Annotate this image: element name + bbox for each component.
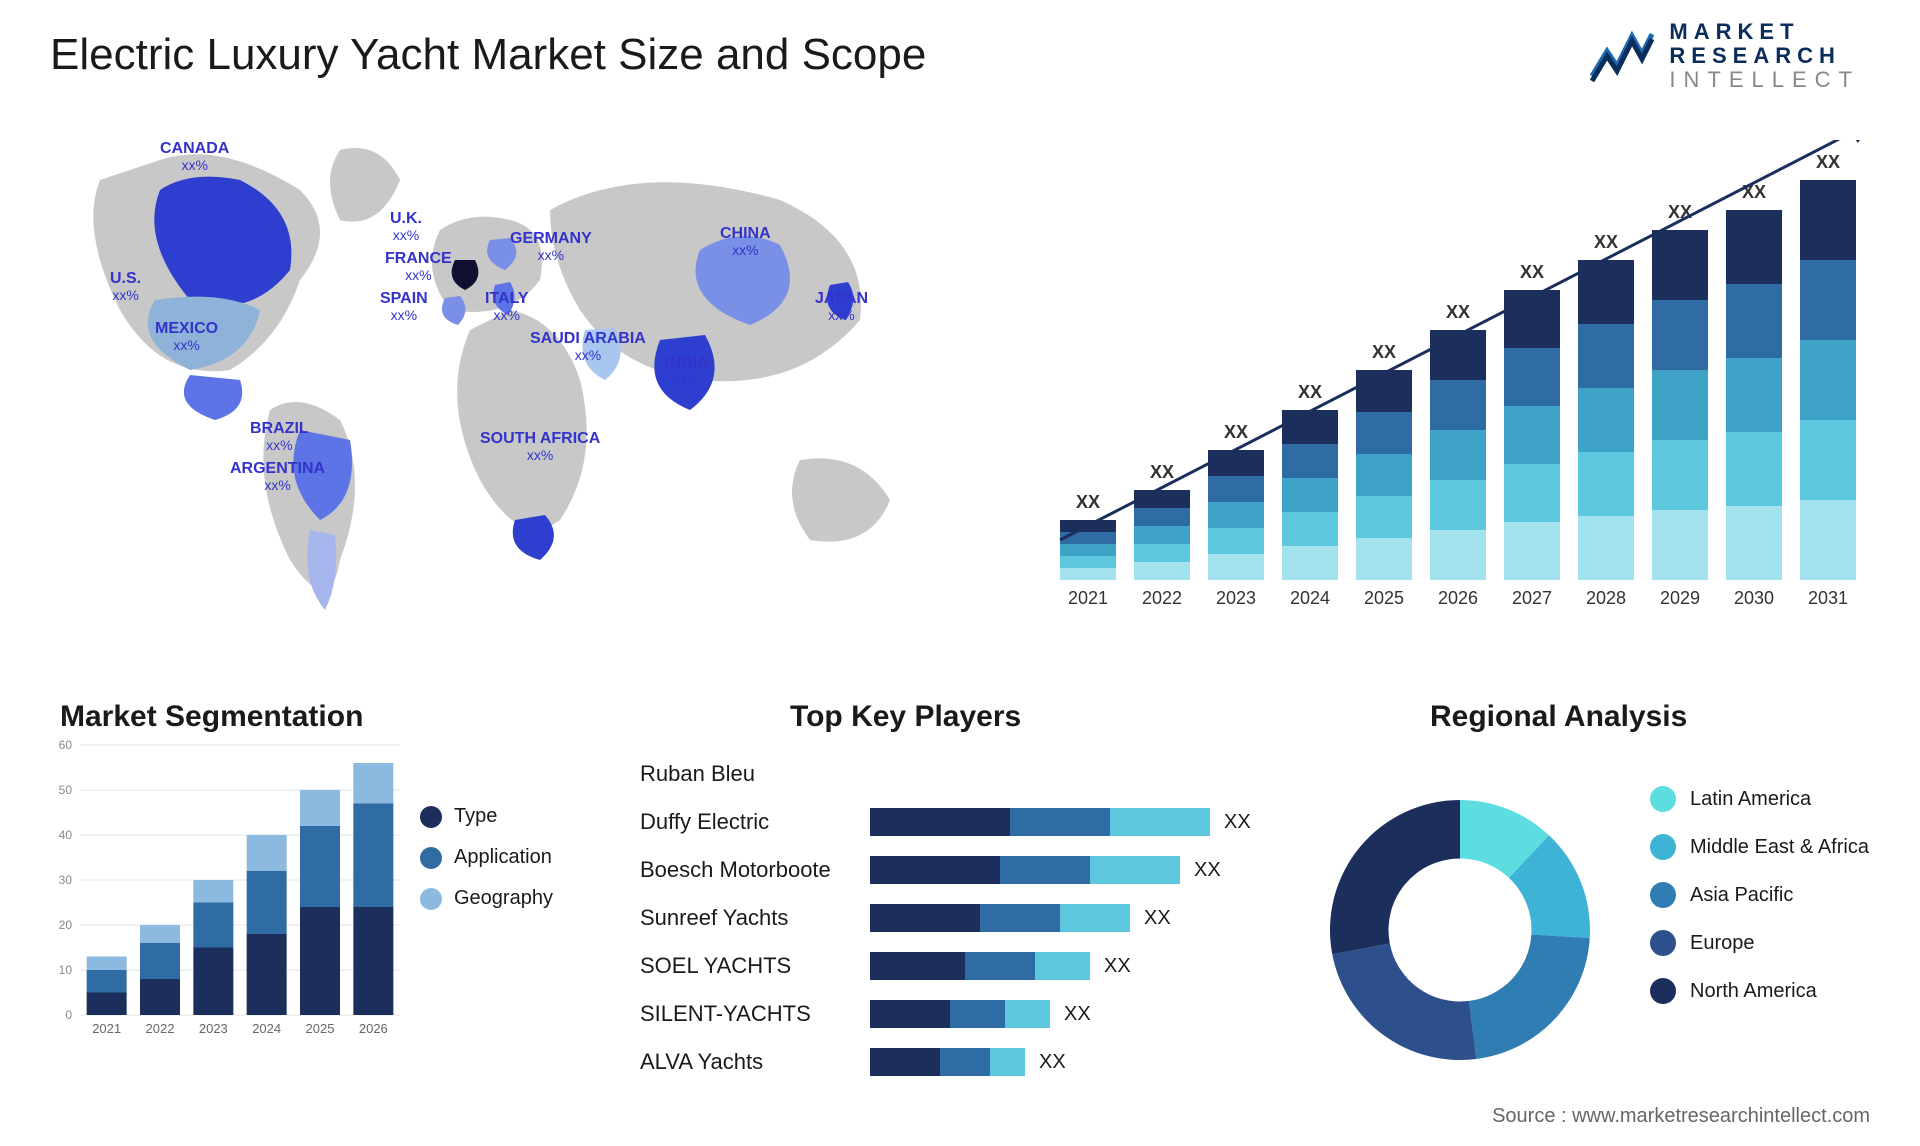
svg-text:2024: 2024 [1290,588,1330,608]
map-label: SAUDI ARABIAxx% [530,330,646,363]
regional-legend-item: Middle East & Africa [1650,834,1869,860]
key-player-value: XX [1064,1003,1091,1026]
key-player-bar [870,808,1210,836]
svg-text:40: 40 [59,828,73,842]
map-label: JAPANxx% [815,290,868,323]
svg-text:2026: 2026 [359,1021,388,1036]
svg-text:60: 60 [59,738,73,752]
regional-legend-item: Europe [1650,930,1869,956]
key-player-row: Duffy Electric XX [640,800,1280,844]
svg-text:2026: 2026 [1438,588,1478,608]
svg-text:XX: XX [1742,182,1766,202]
svg-text:2030: 2030 [1734,588,1774,608]
svg-text:XX: XX [1446,302,1470,322]
key-player-name: SILENT-YACHTS [640,1001,870,1027]
svg-text:2027: 2027 [1512,588,1552,608]
key-player-name: Sunreef Yachts [640,905,870,931]
svg-text:2031: 2031 [1808,588,1848,608]
key-player-row: Ruban Bleu [640,752,1280,796]
key-player-name: ALVA Yachts [640,1049,870,1075]
map-label: GERMANYxx% [510,230,592,263]
map-label: BRAZILxx% [250,420,309,453]
key-player-value: XX [1104,955,1131,978]
key-players: Top Key Players Ruban BleuDuffy Electric… [640,700,1280,1090]
map-label: U.S.xx% [110,270,141,303]
svg-text:50: 50 [59,783,73,797]
svg-text:10: 10 [59,963,73,977]
svg-text:2021: 2021 [92,1021,121,1036]
map-label: INDIAxx% [665,355,709,388]
logo-line2: RESEARCH [1669,44,1860,68]
segmentation-legend-item: Type [420,805,553,828]
key-player-value: XX [1194,859,1221,882]
forecast-chart: XX 2021 XX 2022 XX 2023 XX 2024 XX 2025 XX 2026 XX 20… [1050,140,1870,630]
svg-text:XX: XX [1520,262,1544,282]
svg-text:20: 20 [59,918,73,932]
key-player-row: SILENT-YACHTS XX [640,992,1280,1036]
svg-text:2023: 2023 [1216,588,1256,608]
key-player-bar [870,952,1090,980]
key-player-bar [870,1048,1025,1076]
key-player-bar [870,856,1180,884]
key-player-name: SOEL YACHTS [640,953,870,979]
key-player-row: Sunreef Yachts XX [640,896,1280,940]
svg-text:2028: 2028 [1586,588,1626,608]
logo-line3: INTELLECT [1669,68,1860,92]
source-text: Source : www.marketresearchintellect.com [1492,1105,1870,1128]
key-player-row: ALVA Yachts XX [640,1040,1280,1084]
map-label: SOUTH AFRICAxx% [480,430,600,463]
world-map: CANADAxx% U.S.xx% MEXICOxx% BRAZILxx% ARGENT… [40,120,960,660]
svg-text:XX: XX [1150,462,1174,482]
regional-legend-item: North America [1650,978,1869,1004]
key-player-row: Boesch Motorboote XX [640,848,1280,892]
svg-text:2025: 2025 [306,1021,335,1036]
page-title: Electric Luxury Yacht Market Size and Sc… [50,30,926,80]
svg-text:2025: 2025 [1364,588,1404,608]
key-player-value: XX [1144,907,1171,930]
svg-text:2024: 2024 [252,1021,281,1036]
key-player-name: Duffy Electric [640,809,870,835]
logo-line1: MARKET [1669,20,1860,44]
regional-heading: Regional Analysis [1430,700,1920,734]
svg-text:XX: XX [1668,202,1692,222]
svg-text:2021: 2021 [1068,588,1108,608]
svg-text:XX: XX [1224,422,1248,442]
map-label: FRANCExx% [385,250,452,283]
svg-text:2022: 2022 [146,1021,175,1036]
svg-text:2023: 2023 [199,1021,228,1036]
regional-analysis: Regional Analysis Latin AmericaMiddle Ea… [1300,700,1880,1090]
segmentation-chart: 0 10 20 30 40 50 60 2021 2022 2023 2024 2025 2026 Ty… [40,725,580,1065]
segmentation-legend-item: Geography [420,887,553,910]
map-label: CHINAxx% [720,225,771,258]
map-label: ITALYxx% [485,290,529,323]
key-player-bar [870,904,1130,932]
svg-text:XX: XX [1076,492,1100,512]
map-label: U.K.xx% [390,210,422,243]
svg-text:XX: XX [1594,232,1618,252]
svg-text:XX: XX [1372,342,1396,362]
map-label: ARGENTINAxx% [230,460,325,493]
key-player-name: Ruban Bleu [640,761,870,787]
brand-logo: MARKET RESEARCH INTELLECT [1587,20,1860,93]
svg-text:2029: 2029 [1660,588,1700,608]
logo-icon [1587,26,1657,86]
key-player-name: Boesch Motorboote [640,857,870,883]
regional-legend-item: Asia Pacific [1650,882,1869,908]
map-label: CANADAxx% [160,140,229,173]
regional-legend-item: Latin America [1650,786,1869,812]
svg-text:XX: XX [1298,382,1322,402]
segmentation-legend-item: Application [420,846,553,869]
svg-text:30: 30 [59,873,73,887]
key-player-value: XX [1039,1051,1066,1074]
svg-text:2022: 2022 [1142,588,1182,608]
map-label: MEXICOxx% [155,320,218,353]
svg-text:0: 0 [65,1008,72,1022]
key-player-bar [870,1000,1050,1028]
key-player-row: SOEL YACHTS XX [640,944,1280,988]
svg-text:XX: XX [1816,152,1840,172]
map-label: SPAINxx% [380,290,428,323]
key-player-value: XX [1224,811,1251,834]
